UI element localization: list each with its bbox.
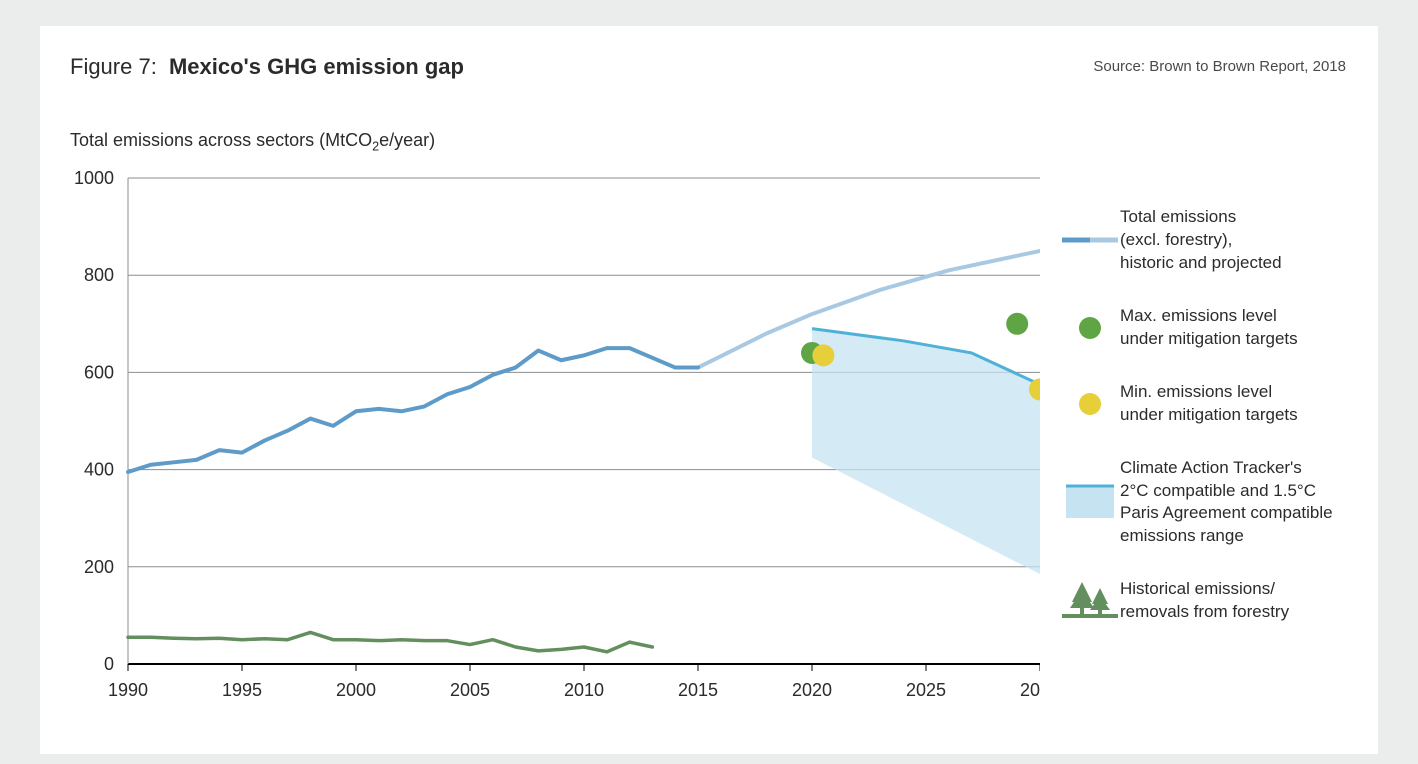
legend-label: under mitigation targets [1120, 404, 1360, 427]
source-text: Source: Brown to Brown Report, 2018 [1093, 58, 1346, 75]
legend-label: 2°C compatible and 1.5°C [1120, 480, 1360, 503]
subtitle-post: e/year) [379, 130, 435, 150]
subtitle-pre: Total emissions across sectors (MtCO [70, 130, 372, 150]
svg-text:2020: 2020 [792, 680, 832, 700]
legend-item-emissions: Total emissions (excl. forestry), histor… [1060, 206, 1360, 275]
green-dot-icon [1060, 305, 1120, 351]
svg-text:2010: 2010 [564, 680, 604, 700]
cat-range-icon [1060, 457, 1120, 549]
legend-item-min-target: Min. emissions level under mitigation ta… [1060, 381, 1360, 427]
yellow-dot-icon [1060, 381, 1120, 427]
svg-text:2005: 2005 [450, 680, 490, 700]
legend-item-forestry: Historical emissions/ removals from fore… [1060, 578, 1360, 626]
figure-title-text: Mexico's GHG emission gap [169, 54, 464, 79]
legend-label: removals from forestry [1120, 601, 1360, 624]
legend: Total emissions (excl. forestry), histor… [1060, 206, 1360, 626]
legend-item-max-target: Max. emissions level under mitigation ta… [1060, 305, 1360, 351]
emissions-line-icon [1060, 206, 1120, 275]
svg-text:1990: 1990 [108, 680, 148, 700]
card: Figure 7: Mexico's GHG emission gap Sour… [40, 26, 1378, 754]
legend-label: Min. emissions level [1120, 381, 1360, 404]
legend-label: Historical emissions/ [1120, 578, 1360, 601]
legend-label: historic and projected [1120, 252, 1360, 275]
legend-label: emissions range [1120, 525, 1360, 548]
svg-text:200: 200 [84, 557, 114, 577]
trees-icon [1060, 578, 1120, 626]
svg-text:0: 0 [104, 654, 114, 674]
legend-label: Paris Agreement compatible [1120, 502, 1360, 525]
svg-text:1000: 1000 [74, 168, 114, 188]
svg-text:1995: 1995 [222, 680, 262, 700]
svg-text:2025: 2025 [906, 680, 946, 700]
chart: 0 200 400 600 800 1000 1990 1995 2000 2005 2010 201… [70, 166, 1040, 712]
figure-title: Figure 7: Mexico's GHG emission gap [70, 54, 464, 80]
svg-text:2000: 2000 [336, 680, 376, 700]
legend-label: Climate Action Tracker's [1120, 457, 1360, 480]
legend-label: (excl. forestry), [1120, 229, 1360, 252]
svg-text:400: 400 [84, 460, 114, 480]
legend-item-cat-range: Climate Action Tracker's 2°C compatible … [1060, 457, 1360, 549]
svg-text:2030: 2030 [1020, 680, 1040, 700]
chart-svg: 0 200 400 600 800 1000 1990 1995 2000 2005 2010 201… [70, 166, 1040, 712]
svg-text:800: 800 [84, 265, 114, 285]
legend-label: Total emissions [1120, 206, 1360, 229]
legend-label: under mitigation targets [1120, 328, 1360, 351]
svg-text:600: 600 [84, 362, 114, 382]
legend-label: Max. emissions level [1120, 305, 1360, 328]
figure-label: Figure 7: [70, 54, 157, 79]
svg-text:2015: 2015 [678, 680, 718, 700]
y-axis-title: Total emissions across sectors (MtCO2e/y… [70, 130, 435, 154]
